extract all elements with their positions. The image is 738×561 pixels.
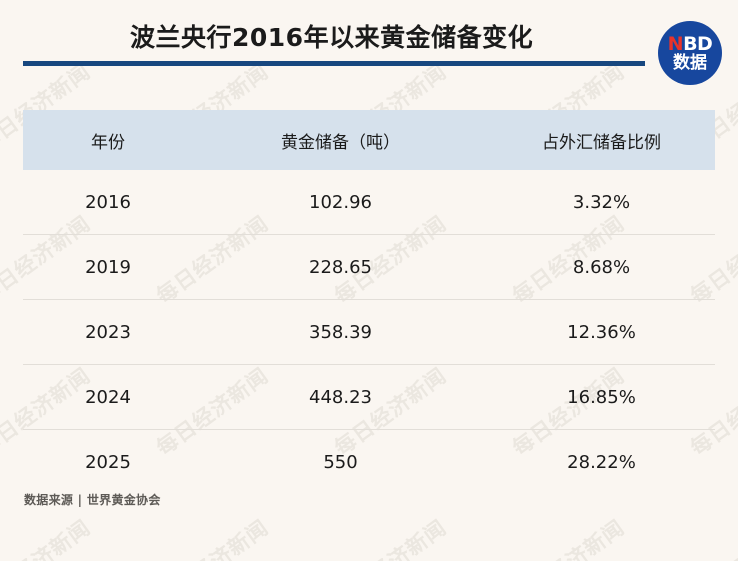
table-row: 2024 448.23 16.85%: [23, 364, 715, 430]
column-header-gold-reserve: 黄金储备（吨）: [193, 110, 488, 170]
logo-letter-n: N: [667, 32, 684, 55]
title-divider: [23, 61, 645, 66]
cell-gold-reserve: 550: [193, 429, 488, 494]
logo-latin-text: NBD: [667, 32, 713, 55]
table-header-row: 年份 黄金储备（吨） 占外汇储备比例: [23, 110, 715, 170]
table-row: 2019 228.65 8.68%: [23, 234, 715, 300]
cell-fx-share: 28.22%: [488, 429, 715, 494]
cell-year: 2023: [23, 299, 193, 365]
nbd-logo: NBD 数据: [658, 21, 722, 85]
cell-fx-share: 16.85%: [488, 364, 715, 430]
cell-fx-share: 12.36%: [488, 299, 715, 365]
cell-gold-reserve: 102.96: [309, 191, 372, 213]
column-header-fx-share: 占外汇储备比例: [488, 110, 715, 170]
column-header-year: 年份: [23, 110, 193, 170]
table-row: 2016 102.96 3.32%: [23, 170, 715, 235]
gold-reserve-table: 年份 黄金储备（吨） 占外汇储备比例 2016 102.96 3.32% 2019 22…: [23, 110, 715, 494]
cell-year: 2019: [23, 234, 193, 300]
cell-fx-share: 3.32%: [572, 191, 631, 213]
cell-gold-reserve: 358.39: [193, 299, 488, 365]
cell-gold-reserve: 228.65: [193, 234, 488, 300]
header: 波兰央行2016年以来黄金储备变化 NBD 数据: [0, 0, 738, 96]
table-body: 2016 102.96 3.32% 2019 228.65 8.68% 2023 358.39…: [23, 170, 715, 494]
table-row: 2025 550 28.22%: [23, 429, 715, 494]
page-title: 波兰央行2016年以来黄金储备变化: [130, 23, 534, 52]
cell-fx-share: 8.68%: [488, 234, 715, 300]
cell-year: 2024: [23, 364, 193, 430]
cell-gold-reserve: 448.23: [193, 364, 488, 430]
source-note: 数据来源 | 世界黄金协会: [24, 493, 161, 507]
cell-year: 2016: [85, 191, 131, 213]
logo-letters-bd: BD: [683, 32, 713, 55]
table-row: 2023 358.39 12.36%: [23, 299, 715, 365]
logo-cn-text: 数据: [673, 52, 707, 73]
cell-year: 2025: [23, 429, 193, 494]
table-header: 年份 黄金储备（吨） 占外汇储备比例: [23, 110, 715, 170]
